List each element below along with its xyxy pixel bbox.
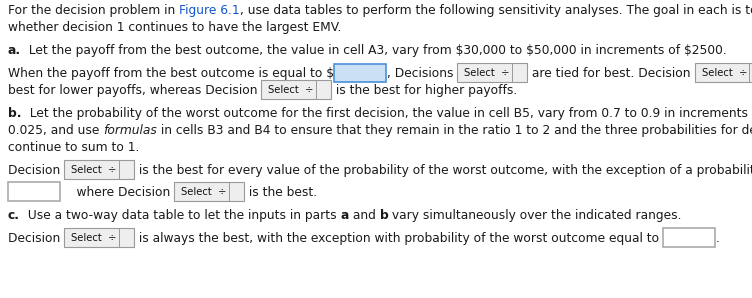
Text: b.: b. xyxy=(8,107,22,120)
Text: c.: c. xyxy=(8,209,20,222)
Text: Let the payoff from the best outcome, the value in cell A3, vary from $30,000 to: Let the payoff from the best outcome, th… xyxy=(21,44,727,57)
FancyBboxPatch shape xyxy=(457,63,527,82)
FancyBboxPatch shape xyxy=(64,228,134,247)
FancyBboxPatch shape xyxy=(663,228,715,247)
Text: Select  ÷: Select ÷ xyxy=(702,68,747,78)
Text: where Decision: where Decision xyxy=(61,186,174,199)
FancyBboxPatch shape xyxy=(8,182,60,201)
Text: best for lower payoffs, whereas Decision: best for lower payoffs, whereas Decision xyxy=(8,84,262,97)
Text: Select  ÷: Select ÷ xyxy=(268,85,314,95)
Text: are tied for best. Decision: are tied for best. Decision xyxy=(529,67,695,80)
Text: 0.025, and use: 0.025, and use xyxy=(8,124,103,137)
Text: Decision: Decision xyxy=(8,164,64,177)
Text: b: b xyxy=(380,209,388,222)
Text: in cells B3 and B4 to ensure that they remain in the ratio 1 to 2 and the three : in cells B3 and B4 to ensure that they r… xyxy=(157,124,752,137)
Text: Let the probability of the worst outcome for the first decision, the value in ce: Let the probability of the worst outcome… xyxy=(22,107,752,120)
FancyBboxPatch shape xyxy=(174,182,244,201)
Text: is the best.: is the best. xyxy=(245,186,317,199)
Text: When the payoff from the best outcome is equal to $: When the payoff from the best outcome is… xyxy=(8,67,334,80)
Text: Figure 6.1: Figure 6.1 xyxy=(179,4,240,17)
Text: .: . xyxy=(716,232,720,245)
Text: is always the best, with the exception with probability of the worst outcome equ: is always the best, with the exception w… xyxy=(135,232,663,245)
Text: whether decision 1 continues to have the largest EMV.: whether decision 1 continues to have the… xyxy=(8,21,341,34)
FancyBboxPatch shape xyxy=(695,63,752,82)
FancyBboxPatch shape xyxy=(64,160,134,179)
Text: Select  ÷: Select ÷ xyxy=(71,233,117,243)
Text: , Decisions: , Decisions xyxy=(387,67,457,80)
FancyBboxPatch shape xyxy=(334,64,386,82)
Text: a: a xyxy=(341,209,349,222)
Text: a.: a. xyxy=(8,44,21,57)
Text: , use data tables to perform the following sensitivity analyses. The goal in eac: , use data tables to perform the followi… xyxy=(240,4,752,17)
Text: Select  ÷: Select ÷ xyxy=(181,187,226,197)
Text: For the decision problem in: For the decision problem in xyxy=(8,4,179,17)
Text: is the best for every value of the probability of the worst outcome, with the ex: is the best for every value of the proba… xyxy=(135,164,752,177)
Text: vary simultaneously over the indicated ranges.: vary simultaneously over the indicated r… xyxy=(388,209,682,222)
Text: Decision: Decision xyxy=(8,232,64,245)
Text: Select  ÷: Select ÷ xyxy=(71,165,117,175)
Text: continue to sum to 1.: continue to sum to 1. xyxy=(8,141,139,154)
Text: and: and xyxy=(349,209,380,222)
Text: formulas: formulas xyxy=(103,124,157,137)
Text: Use a two-way data table to let the inputs in parts: Use a two-way data table to let the inpu… xyxy=(20,209,341,222)
FancyBboxPatch shape xyxy=(262,80,332,99)
Text: Select  ÷: Select ÷ xyxy=(465,68,510,78)
Text: is the best for higher payoffs.: is the best for higher payoffs. xyxy=(332,84,517,97)
